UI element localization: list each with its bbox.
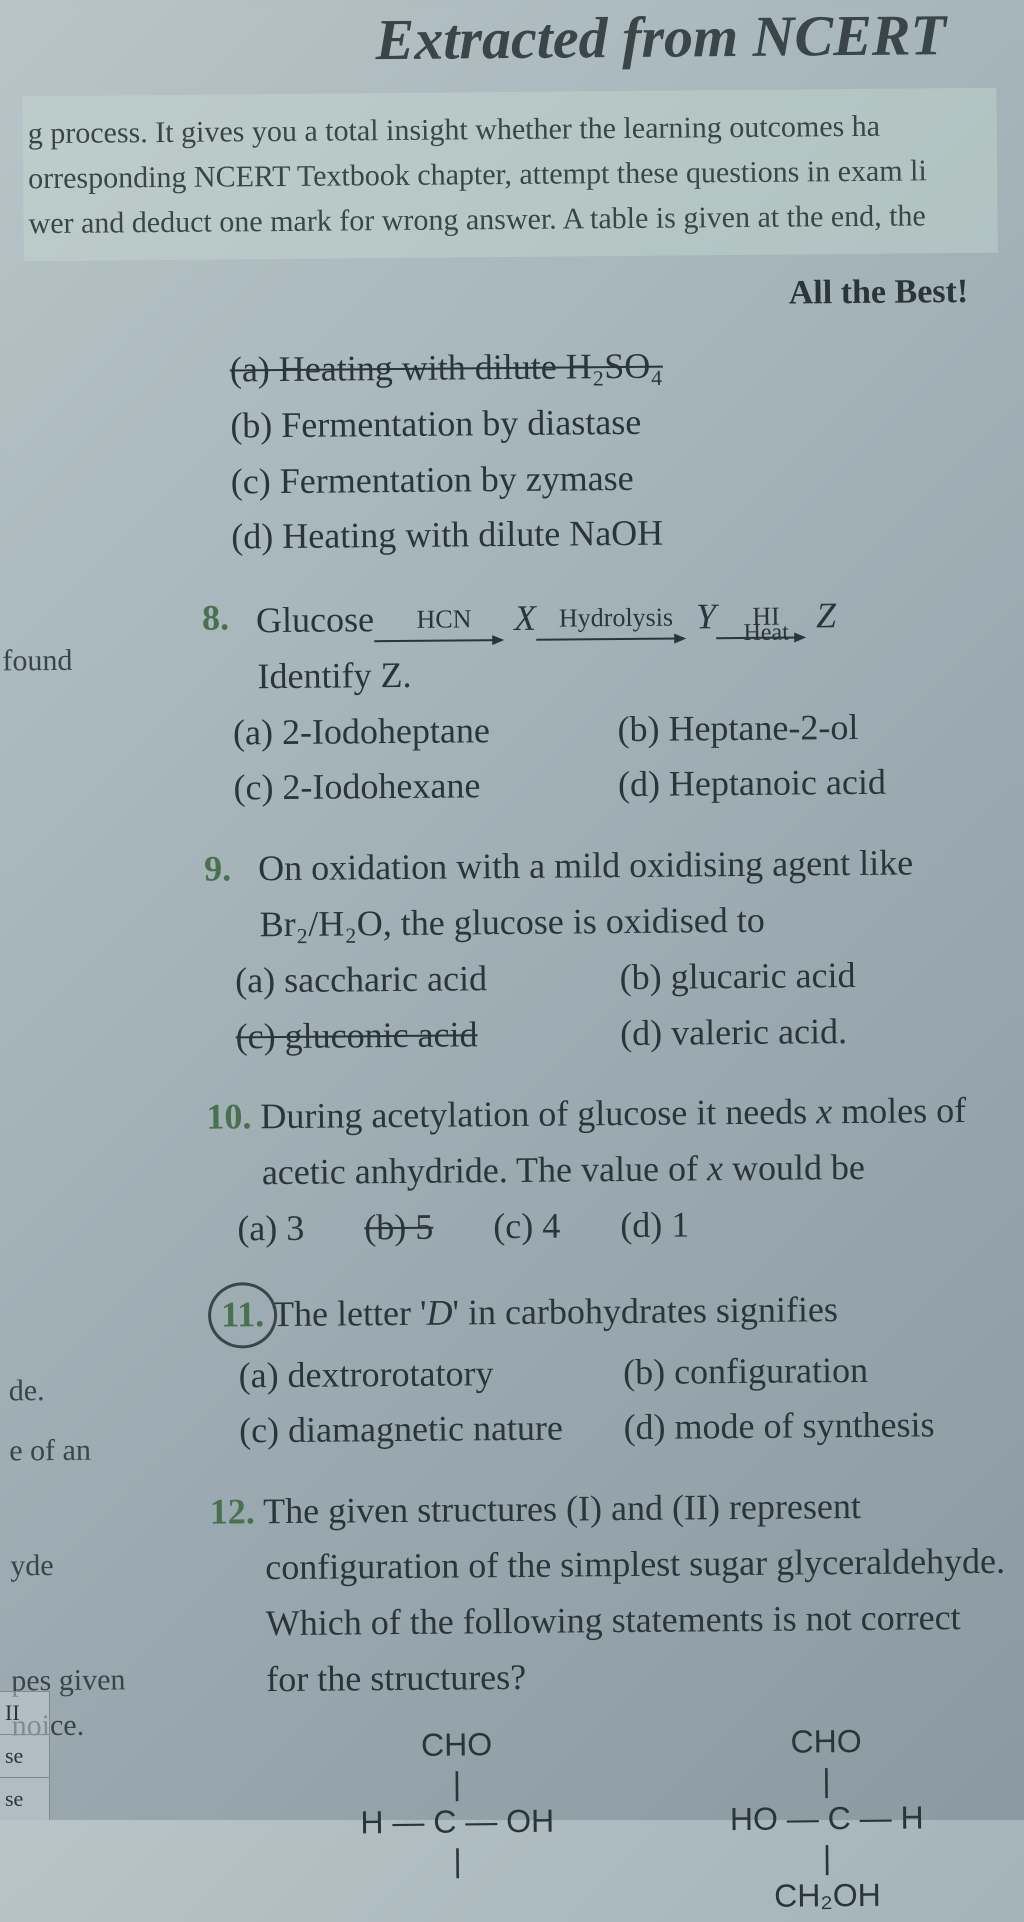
q8-options-row1: (a) 2-Iodoheptane (b) Heptane-2-ol — [233, 698, 1002, 761]
q9-options-row1: (a) saccharic acid (b) glucaric acid — [235, 947, 1004, 1010]
s2-bot: CH₂OH — [730, 1875, 924, 1915]
structures-row: CHO | H — C — OH | CHO | HO — C — H | CH… — [272, 1721, 1013, 1919]
s1-cho: CHO — [360, 1725, 554, 1765]
s2-mid: HO — C — H — [730, 1799, 924, 1839]
sidebar-found: found — [2, 644, 72, 679]
q11-option-a: (a) dextrorotatory — [238, 1345, 623, 1404]
q8-arrow-hcn: HCN — [374, 599, 514, 641]
s2-bond2: | — [730, 1837, 924, 1877]
s1-bond: | — [360, 1763, 554, 1803]
sidebar-ii: II — [0, 1691, 50, 1734]
q10-option-d: (d) 1 — [620, 1197, 689, 1253]
question-8: 8. Glucose HCN X Hydrolysis Y HI Heat Z … — [202, 584, 1002, 705]
bottom-sidebar: II se se — [0, 1691, 50, 1820]
s1-mid: H — C — OH — [360, 1802, 554, 1842]
sidebar-se1: se — [0, 1734, 50, 1777]
q12-text: The given structures (I) and (II) repres… — [263, 1486, 861, 1531]
q9-option-c: (c) gluconic acid — [235, 1006, 620, 1065]
q8-option-c: (c) 2-Iodohexane — [233, 757, 618, 816]
intro-line-3: wer and deduct one mark for wrong answer… — [28, 193, 987, 246]
question-9: 9. On oxidation with a mild oxidising ag… — [204, 835, 1004, 954]
question-10: 10. During acetylation of glucose it nee… — [206, 1083, 1006, 1202]
q8-glucose: Glucose — [256, 592, 374, 649]
q10-options: (a) 3 (b) 5 (c) 4 (d) 1 — [237, 1195, 1006, 1258]
q10-text: During acetylation of glucose it needs x… — [260, 1090, 966, 1136]
q12-cont2: Which of the following statements is not… — [266, 1589, 1010, 1651]
s2-bond: | — [729, 1760, 923, 1800]
question-12: 12. The given structures (I) and (II) re… — [210, 1478, 1011, 1708]
q8-number: 8. — [202, 590, 247, 646]
q11-text: The letter 'D' in carbohydrates signifie… — [272, 1289, 838, 1334]
content-area: (a) Heating with dilute H₂SO₄ (b) Fermen… — [200, 336, 1013, 1920]
page-header: Extracted from NCERT — [22, 0, 997, 76]
q8-option-b: (b) Heptane-2-ol — [617, 698, 1002, 757]
q9-option-d: (d) valeric acid. — [620, 1002, 1005, 1061]
q7-option-d: (d) Heating with dilute NaOH — [231, 503, 1000, 566]
q8-arrow-hydrolysis: Hydrolysis — [536, 597, 696, 639]
q7-option-b: (b) Fermentation by diastase — [230, 392, 999, 455]
question-11: 11. The letter 'D' in carbohydrates sign… — [208, 1275, 1008, 1348]
s2-cho: CHO — [729, 1722, 923, 1762]
sidebar-se2: se — [0, 1777, 50, 1820]
q10-option-b: (b) 5 — [364, 1200, 433, 1256]
q12-cont1: configuration of the simplest sugar glyc… — [265, 1534, 1009, 1596]
q8-option-a: (a) 2-Iodoheptane — [233, 702, 618, 761]
q9-option-b: (b) glucaric acid — [619, 947, 1004, 1006]
q11-option-b: (b) configuration — [623, 1341, 1008, 1400]
q10-option-c: (c) 4 — [493, 1199, 560, 1255]
q9-option-a: (a) saccharic acid — [235, 950, 620, 1009]
q12-number: 12. — [210, 1484, 255, 1540]
q9-cont: Br₂/H₂O, the glucose is oxidised to — [259, 891, 1003, 953]
q9-text: On oxidation with a mild oxidising agent… — [258, 843, 913, 889]
q9-number: 9. — [204, 841, 249, 897]
structure-2: CHO | HO — C — H | CH₂OH — [729, 1722, 924, 1916]
sidebar-de: de. — [9, 1374, 45, 1408]
q10-cont: acetic anhydride. The value of x would b… — [262, 1139, 1006, 1201]
q8-options-row2: (c) 2-Iodohexane (d) Heptanoic acid — [233, 754, 1002, 817]
q9-options-row2: (c) gluconic acid (d) valeric acid. — [235, 1002, 1004, 1065]
q11-options-row1: (a) dextrorotatory (b) configuration — [238, 1341, 1007, 1404]
intro-box: g process. It gives you a total insight … — [22, 88, 997, 261]
q8-arrow-hi: HI Heat — [716, 596, 816, 637]
q8-z: Z — [816, 588, 837, 644]
q11-number: 11. — [208, 1282, 254, 1348]
q8-y: Y — [696, 589, 717, 645]
textbook-page: Extracted from NCERT g process. It gives… — [0, 0, 1024, 1922]
closing-text: All the Best! — [24, 273, 998, 319]
q11-option-c: (c) diamagnetic nature — [239, 1400, 624, 1459]
sidebar-yde: yde — [10, 1549, 54, 1583]
q7-option-c: (c) Fermentation by zymase — [231, 447, 1000, 510]
structure-1: CHO | H — C — OH | — [360, 1725, 555, 1919]
q11-option-d: (d) mode of synthesis — [623, 1397, 1008, 1456]
q11-options-row2: (c) diamagnetic nature (d) mode of synth… — [239, 1397, 1008, 1460]
q7-option-a: (a) Heating with dilute H₂SO₄ — [230, 336, 999, 399]
q10-option-a: (a) 3 — [237, 1201, 304, 1257]
q8-option-d: (d) Heptanoic acid — [618, 754, 1003, 813]
s1-bond2: | — [361, 1840, 555, 1880]
q12-cont3: for the structures? — [266, 1645, 1010, 1707]
q10-number: 10. — [206, 1090, 251, 1146]
q8-x: X — [514, 591, 536, 647]
q8-identify: Identify Z. — [257, 643, 1001, 705]
sidebar-eofan: e of an — [9, 1434, 91, 1469]
